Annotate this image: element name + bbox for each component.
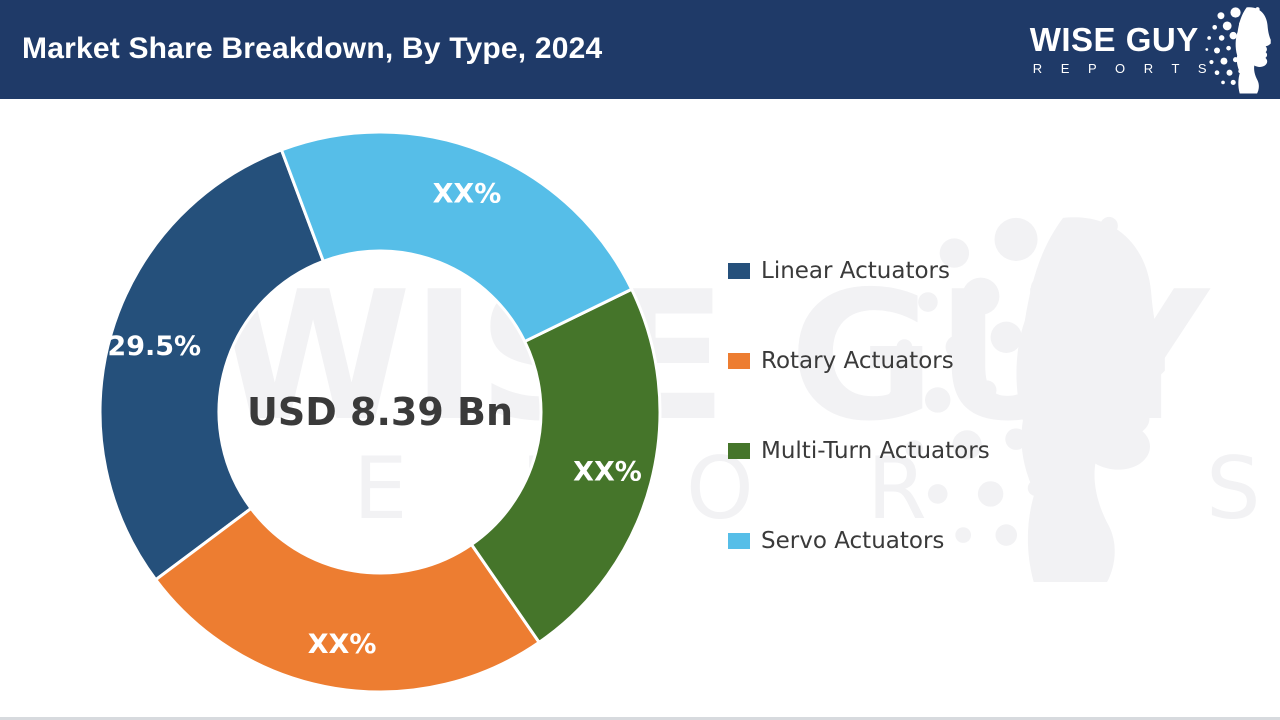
wiseguy-face-icon — [1205, 7, 1271, 94]
donut-slice-1 — [153, 506, 542, 694]
legend-label: Rotary Actuators — [761, 348, 954, 374]
legend-item-servo-actuators: Servo Actuators — [728, 524, 990, 558]
slice-value-label-2: XX% — [573, 457, 642, 488]
legend-label: Servo Actuators — [761, 528, 945, 554]
wiseguy-logo-text: WISE GUY R E P O R T S — [1030, 23, 1214, 76]
legend-swatch-linear-actuators — [728, 263, 750, 279]
slice-value-label-3: XX% — [433, 178, 502, 209]
legend-swatch-servo-actuators — [728, 533, 750, 549]
page-title: Market Share Breakdown, By Type, 2024 — [22, 32, 603, 65]
slice-value-label-1: XX% — [308, 629, 377, 660]
legend-label: Multi-Turn Actuators — [761, 438, 990, 464]
donut-slice-0 — [98, 147, 326, 582]
legend-label: Linear Actuators — [761, 258, 950, 284]
legend-swatch-multi-turn-actuators — [728, 443, 750, 459]
wiseguy-logo: WISE GUY R E P O R T S — [1030, 6, 1272, 94]
legend-swatch-rotary-actuators — [728, 353, 750, 369]
footer-divider — [0, 717, 1280, 720]
donut-slice-2 — [469, 287, 662, 645]
slice-value-label-0: 29.5% — [107, 331, 201, 362]
header-bar: Market Share Breakdown, By Type, 2024 WI… — [0, 0, 1280, 99]
logo-brand-name: WISE GUY — [1029, 21, 1199, 58]
legend-item-linear-actuators: Linear Actuators — [728, 254, 990, 288]
logo-tagline: R E P O R T S — [1032, 61, 1214, 76]
chart-legend: Linear Actuators Rotary Actuators Multi-… — [728, 254, 990, 558]
legend-item-rotary-actuators: Rotary Actuators — [728, 344, 990, 378]
chart-center-value: USD 8.39 Bn — [247, 390, 513, 434]
donut-slice-3 — [279, 130, 634, 344]
legend-item-multi-turn-actuators: Multi-Turn Actuators — [728, 434, 990, 468]
